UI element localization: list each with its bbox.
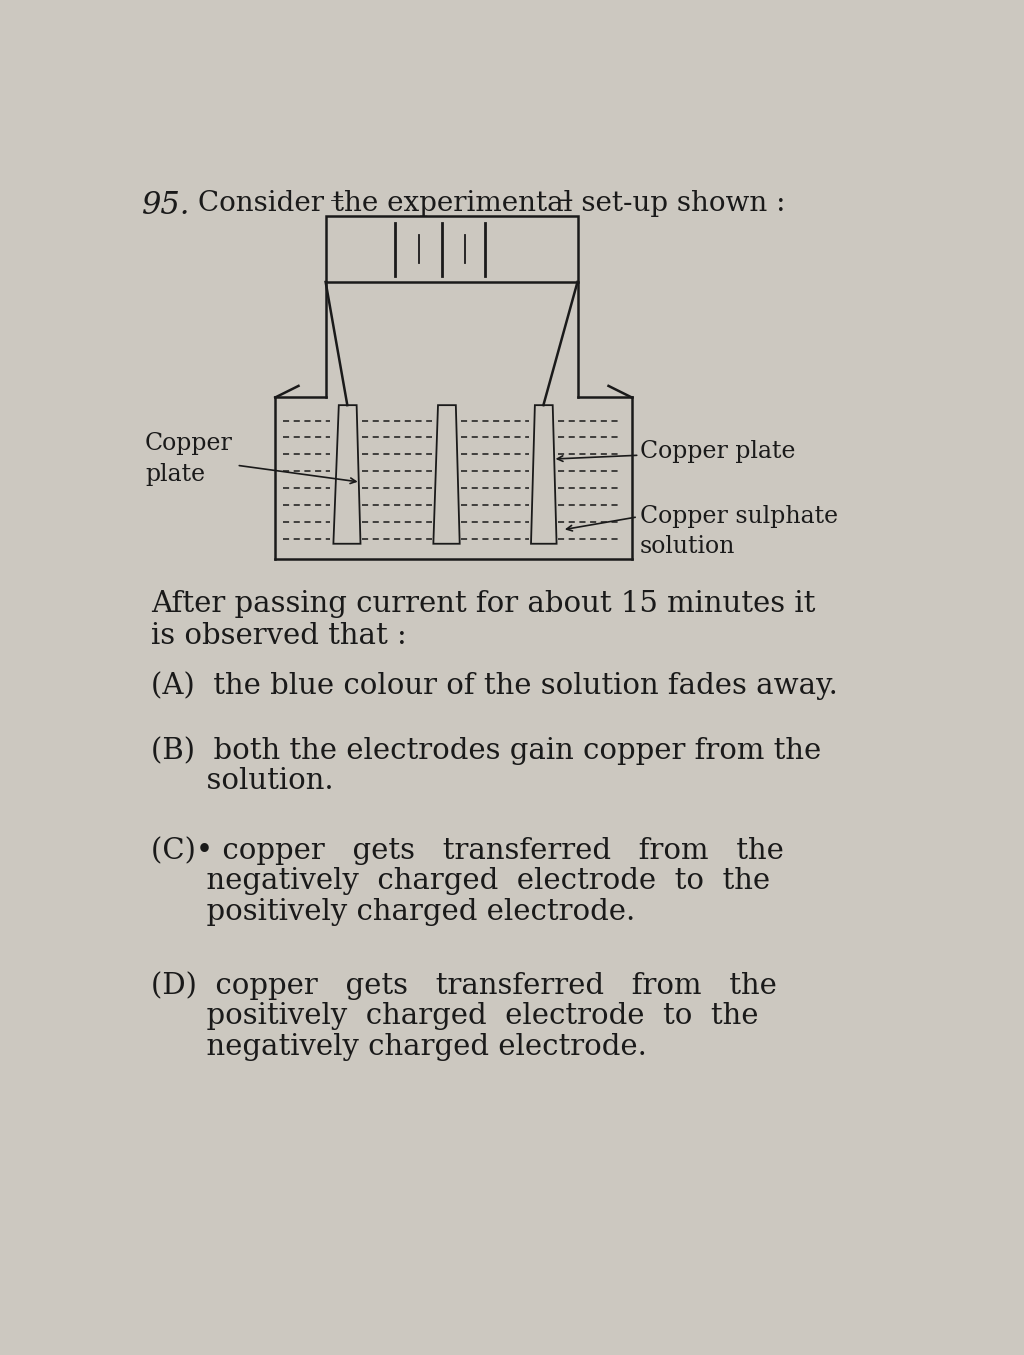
Text: positively charged electrode.: positively charged electrode.	[152, 898, 636, 925]
Polygon shape	[433, 405, 460, 543]
Text: Copper
plate: Copper plate	[145, 432, 232, 485]
Text: +: +	[329, 192, 345, 210]
Text: solution.: solution.	[152, 767, 334, 795]
Text: positively  charged  electrode  to  the: positively charged electrode to the	[152, 1001, 759, 1030]
Text: negatively  charged  electrode  to  the: negatively charged electrode to the	[152, 867, 770, 896]
Text: 95.: 95.	[142, 190, 190, 221]
Bar	[326, 217, 578, 282]
Text: After passing current for about 15 minutes it: After passing current for about 15 minut…	[152, 589, 816, 618]
Text: negatively charged electrode.: negatively charged electrode.	[152, 1033, 647, 1061]
Polygon shape	[531, 405, 557, 543]
Text: (B)  both the electrodes gain copper from the: (B) both the electrodes gain copper from…	[152, 736, 821, 766]
Text: Copper sulphate
solution: Copper sulphate solution	[640, 505, 838, 558]
Text: is observed that :: is observed that :	[152, 622, 407, 650]
Polygon shape	[334, 405, 360, 543]
Text: (A)  the blue colour of the solution fades away.: (A) the blue colour of the solution fade…	[152, 671, 838, 699]
Text: (D)  copper   gets   transferred   from   the: (D) copper gets transferred from the	[152, 972, 777, 1000]
Text: Consider the experimental set-up shown :: Consider the experimental set-up shown :	[198, 190, 785, 217]
Text: (C)• copper   gets   transferred   from   the: (C)• copper gets transferred from the	[152, 836, 784, 864]
Text: −: −	[558, 192, 574, 210]
Text: Copper plate: Copper plate	[640, 440, 795, 463]
